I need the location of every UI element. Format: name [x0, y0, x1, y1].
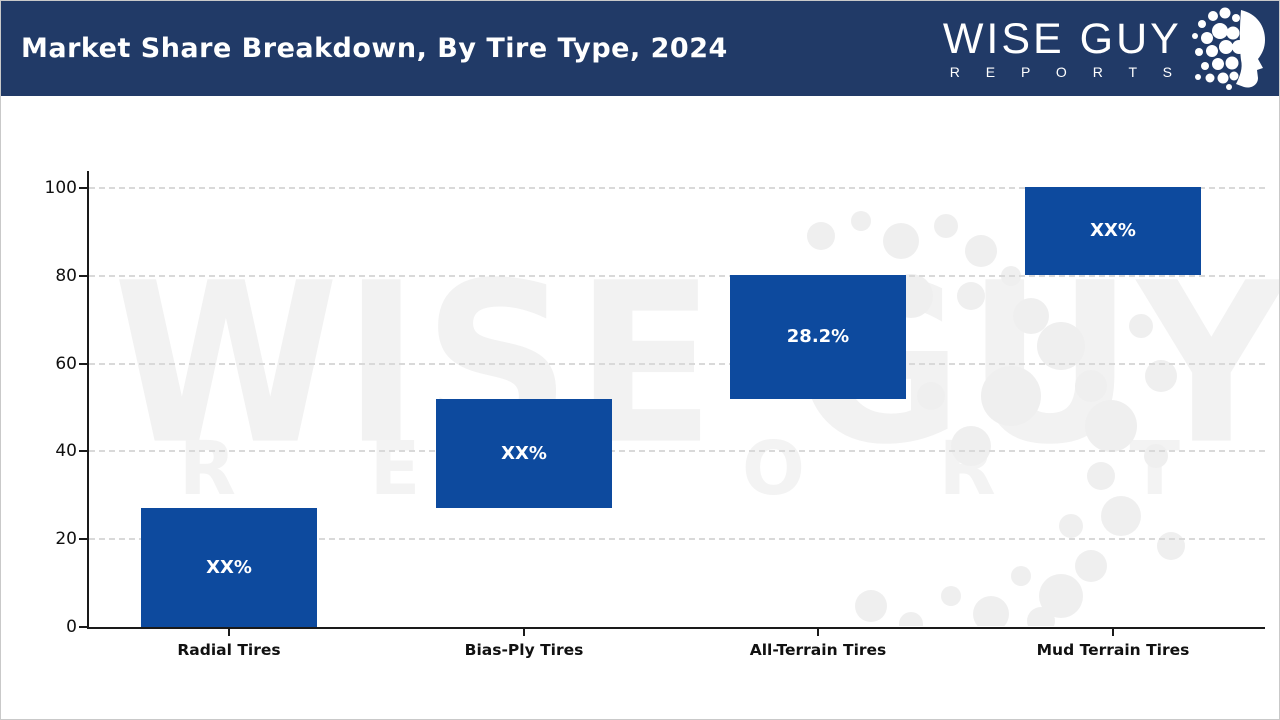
- x-axis-tick: [1112, 629, 1114, 636]
- bar-value-label: XX%: [206, 556, 252, 578]
- y-axis-line: [87, 171, 89, 629]
- gridline-80: [89, 274, 1265, 277]
- wiseguy-logo: WISE GUY R E P O R T S: [942, 6, 1267, 92]
- x-axis-category-label: All-Terrain Tires: [749, 641, 887, 659]
- bar-radial-tires: [141, 508, 317, 627]
- y-axis-tick: [79, 626, 87, 628]
- logo-wordmark: WISE GUY R E P O R T S: [942, 14, 1183, 80]
- chart-canvas: WISE GUY R E P O R T S 020406080100XX%Ra…: [1, 96, 1279, 719]
- y-axis-tick-label: 20: [55, 529, 77, 550]
- y-axis-tick-label: 40: [55, 441, 77, 462]
- bar-value-label: XX%: [501, 442, 547, 464]
- x-axis-line: [87, 627, 1265, 629]
- y-axis-tick: [79, 450, 87, 453]
- y-axis-tick-label: 0: [66, 617, 77, 637]
- x-axis-tick: [228, 629, 230, 636]
- y-axis-tick: [79, 362, 87, 365]
- bar-mud-terrain-tires: [1025, 186, 1201, 276]
- x-axis-category-label: Bias-Ply Tires: [464, 641, 584, 659]
- y-axis-tick: [79, 187, 87, 189]
- x-axis-category-label: Radial Tires: [177, 641, 281, 659]
- gridline-20: [89, 538, 1265, 541]
- bar-all-terrain-tires: [730, 275, 906, 400]
- logo-wordmark-main: WISE GUY: [942, 14, 1182, 63]
- gridline-40: [89, 450, 1265, 453]
- bar-bias-ply-tires: [436, 399, 612, 509]
- logo-wordmark-sub: R E P O R T S: [949, 63, 1183, 80]
- bar-value-label: XX%: [1090, 220, 1136, 242]
- x-axis-category-label: Mud Terrain Tires: [1036, 641, 1190, 659]
- watermark-dot-face: [807, 211, 1185, 626]
- x-axis-tick: [817, 629, 819, 636]
- header-bar: Market Share Breakdown, By Tire Type, 20…: [1, 1, 1279, 96]
- y-axis-tick-label: 100: [44, 178, 77, 198]
- gridline-60: [89, 362, 1265, 365]
- logo-face-icon: [1192, 7, 1265, 90]
- chart-title: Market Share Breakdown, By Tire Type, 20…: [21, 33, 728, 64]
- bar-value-label: 28.2%: [786, 326, 850, 348]
- y-axis-tick-label: 60: [55, 353, 77, 374]
- y-axis-tick-label: 80: [55, 265, 77, 286]
- gridline-100: [89, 187, 1265, 189]
- y-axis-tick: [79, 274, 87, 277]
- x-axis-tick: [523, 629, 525, 636]
- y-axis-tick: [79, 538, 87, 541]
